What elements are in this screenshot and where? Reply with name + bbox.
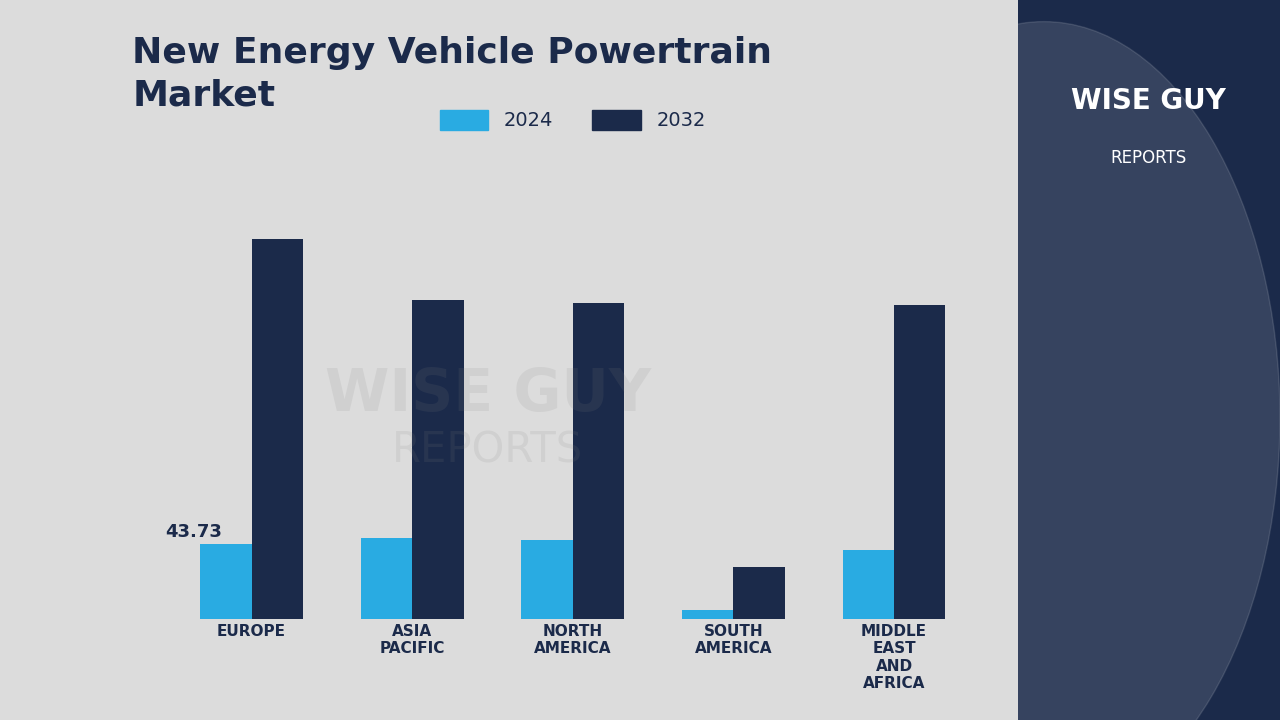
Bar	[733, 567, 785, 619]
Bar	[682, 610, 733, 619]
Bar	[842, 550, 893, 619]
Text: REPORTS: REPORTS	[1111, 149, 1187, 167]
Text: New Energy Vehicle Powertrain
Market: New Energy Vehicle Powertrain Market	[132, 36, 772, 112]
Bar	[361, 538, 412, 619]
Bar	[412, 300, 463, 619]
Text: WISE GUY: WISE GUY	[1071, 87, 1226, 114]
Legend: 2024, 2032: 2024, 2032	[433, 102, 713, 138]
Bar	[252, 239, 303, 619]
Text: WISE GUY: WISE GUY	[325, 366, 650, 423]
Ellipse shape	[808, 22, 1280, 720]
Bar	[573, 303, 625, 619]
Bar	[521, 540, 573, 619]
Bar	[893, 305, 946, 619]
Text: REPORTS: REPORTS	[392, 430, 584, 472]
Bar	[200, 544, 252, 619]
Text: 43.73: 43.73	[165, 523, 223, 541]
